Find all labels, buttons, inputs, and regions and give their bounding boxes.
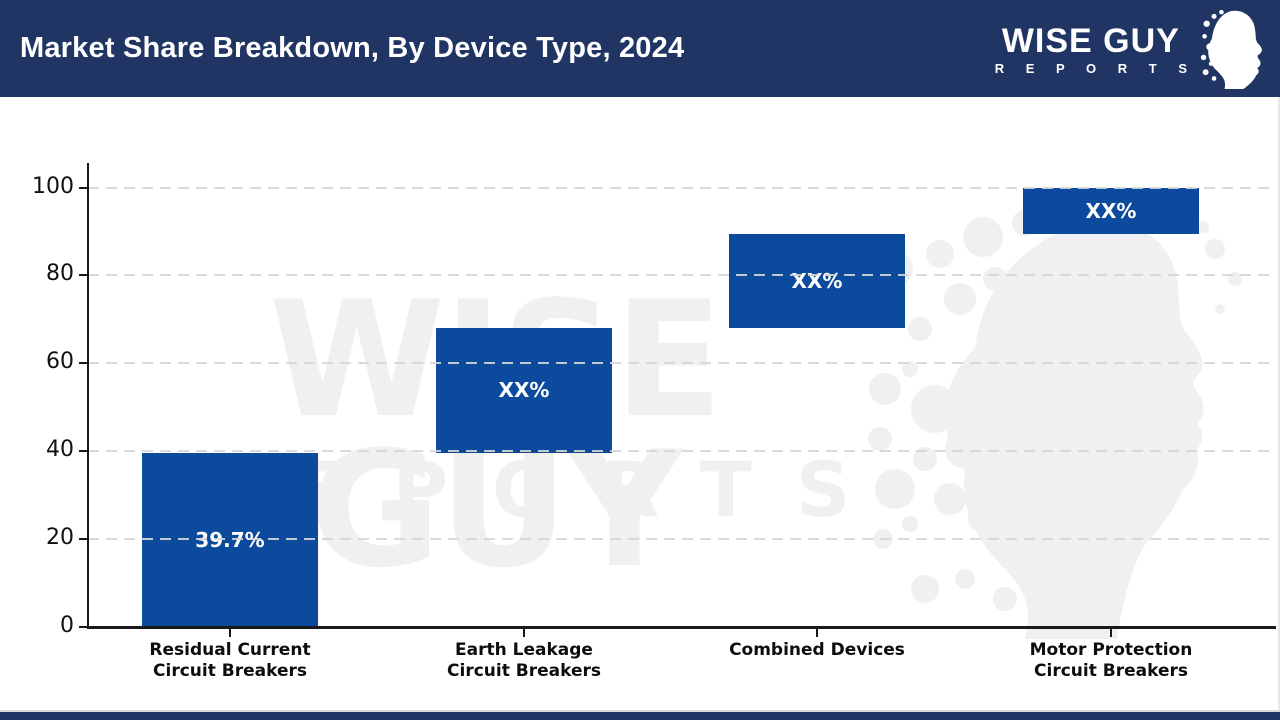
x-tick-3 bbox=[816, 629, 818, 637]
category-label-4: Motor Protection Circuit Breakers bbox=[966, 640, 1256, 682]
y-tick-label-0: 0 bbox=[60, 613, 74, 638]
y-tick-label-100: 100 bbox=[32, 173, 74, 199]
y-tick-label-20: 20 bbox=[46, 525, 74, 551]
gridline-60 bbox=[88, 362, 1276, 365]
y-tick-40 bbox=[79, 450, 87, 453]
bar-segment-3: XX% bbox=[729, 234, 905, 329]
brand-logo-text: WISE GUY R E P O R T S bbox=[986, 23, 1196, 76]
x-tick-4 bbox=[1110, 629, 1112, 637]
y-tick-label-80: 80 bbox=[46, 261, 74, 287]
y-tick-0 bbox=[79, 626, 87, 628]
plot-area: WISE GUY REPORTS 39.7%XX%XX%XX% 02040608… bbox=[0, 97, 1280, 710]
category-label-line: Circuit Breakers bbox=[447, 661, 601, 681]
gridline-20 bbox=[88, 538, 1276, 541]
y-tick-80 bbox=[79, 274, 87, 277]
gridline-100 bbox=[88, 186, 1276, 189]
bar-value-label-4: XX% bbox=[1085, 198, 1137, 223]
y-tick-label-40: 40 bbox=[46, 437, 74, 463]
category-label-1: Residual Current Circuit Breakers bbox=[85, 640, 375, 682]
y-tick-60 bbox=[79, 362, 87, 365]
category-label-line: Earth Leakage bbox=[455, 640, 593, 660]
chart-title: Market Share Breakdown, By Device Type, … bbox=[20, 32, 685, 64]
category-label-line: Combined Devices bbox=[729, 640, 905, 660]
header-bar: Market Share Breakdown, By Device Type, … bbox=[0, 0, 1280, 97]
brand-subname: R E P O R T S bbox=[994, 60, 1196, 76]
y-tick-label-60: 60 bbox=[46, 349, 74, 375]
brand-logo: WISE GUY R E P O R T S bbox=[986, 6, 1266, 92]
footer-bar bbox=[0, 710, 1280, 720]
x-tick-1 bbox=[229, 629, 231, 637]
y-tick-20 bbox=[79, 538, 87, 541]
y-axis-spine bbox=[87, 163, 89, 628]
logo-head-icon bbox=[1200, 9, 1262, 89]
x-axis-spine bbox=[87, 626, 1276, 629]
bar-segment-2: XX% bbox=[436, 328, 612, 453]
card-right-border bbox=[1278, 97, 1280, 710]
bar-segment-4: XX% bbox=[1023, 187, 1199, 235]
gridline-80 bbox=[88, 274, 1276, 277]
category-label-line: Circuit Breakers bbox=[1034, 661, 1188, 681]
gridline-40 bbox=[88, 450, 1276, 453]
bar-value-label-2: XX% bbox=[498, 378, 550, 403]
watermark-text: WISE GUY bbox=[269, 280, 724, 603]
category-label-line: Residual Current bbox=[149, 640, 311, 660]
category-label-line: Circuit Breakers bbox=[153, 661, 307, 681]
brand-name: WISE GUY bbox=[1001, 21, 1180, 60]
x-tick-2 bbox=[523, 629, 525, 637]
category-label-2: Earth Leakage Circuit Breakers bbox=[379, 640, 669, 682]
bar-value-label-3: XX% bbox=[791, 269, 843, 294]
category-label-line: Motor Protection bbox=[1029, 640, 1193, 660]
y-tick-100 bbox=[79, 186, 87, 189]
category-label-3: Combined Devices bbox=[672, 640, 962, 661]
